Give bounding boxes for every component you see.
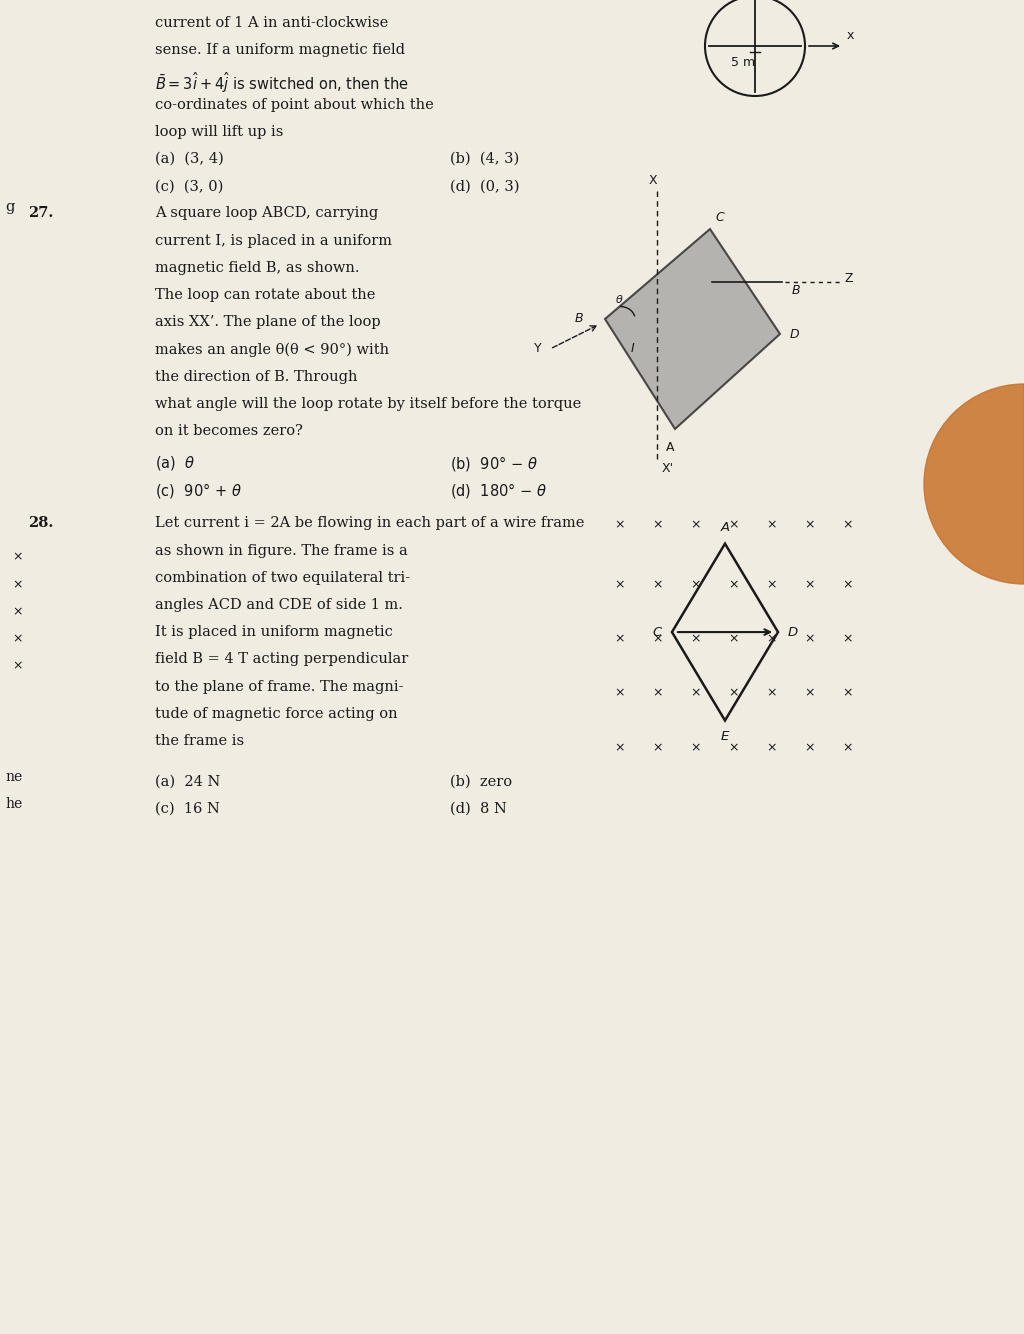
Text: ×: × — [614, 632, 626, 646]
Text: ×: × — [614, 742, 626, 754]
Text: ×: × — [729, 518, 739, 531]
Text: ×: × — [767, 742, 777, 754]
Text: (a)  (3, 4): (a) (3, 4) — [155, 152, 224, 165]
Text: ×: × — [729, 632, 739, 646]
Text: tude of magnetic force acting on: tude of magnetic force acting on — [155, 707, 397, 720]
Text: $\theta$: $\theta$ — [614, 293, 624, 305]
Text: ×: × — [614, 578, 626, 591]
Text: current I, is placed in a uniform: current I, is placed in a uniform — [155, 233, 392, 248]
Text: ×: × — [729, 742, 739, 754]
Text: ×: × — [767, 632, 777, 646]
Text: ×: × — [805, 742, 815, 754]
Text: ×: × — [12, 659, 24, 672]
Text: ×: × — [12, 578, 24, 591]
Text: loop will lift up is: loop will lift up is — [155, 125, 284, 139]
Text: ×: × — [729, 687, 739, 700]
Text: ×: × — [805, 632, 815, 646]
Text: D: D — [790, 328, 800, 340]
Text: ×: × — [652, 742, 664, 754]
Text: ×: × — [843, 518, 853, 531]
Text: as shown in figure. The frame is a: as shown in figure. The frame is a — [155, 544, 408, 558]
Text: combination of two equilateral tri-: combination of two equilateral tri- — [155, 571, 411, 584]
Wedge shape — [924, 384, 1024, 584]
Text: axis XX’. The plane of the loop: axis XX’. The plane of the loop — [155, 315, 381, 329]
Text: (c)  (3, 0): (c) (3, 0) — [155, 179, 223, 193]
Text: field B = 4 T acting perpendicular: field B = 4 T acting perpendicular — [155, 652, 409, 667]
Polygon shape — [605, 229, 780, 430]
Text: co-ordinates of point about which the: co-ordinates of point about which the — [155, 97, 434, 112]
Text: ×: × — [12, 606, 24, 618]
Text: ne: ne — [5, 770, 23, 784]
Text: the frame is: the frame is — [155, 734, 244, 748]
Text: A square loop ABCD, carrying: A square loop ABCD, carrying — [155, 207, 378, 220]
Text: ×: × — [767, 687, 777, 700]
Text: makes an angle θ(θ < 90°) with: makes an angle θ(θ < 90°) with — [155, 343, 389, 356]
Text: (b)  90° $-$ $\theta$: (b) 90° $-$ $\theta$ — [450, 454, 539, 474]
Text: ×: × — [729, 578, 739, 591]
Text: B: B — [792, 284, 801, 297]
Text: the direction of B. Through: the direction of B. Through — [155, 370, 357, 384]
Text: to the plane of frame. The magni-: to the plane of frame. The magni- — [155, 680, 403, 694]
Text: sense. If a uniform magnetic field: sense. If a uniform magnetic field — [155, 43, 406, 57]
Text: D: D — [788, 626, 799, 639]
Text: ×: × — [652, 578, 664, 591]
Text: ×: × — [652, 518, 664, 531]
Text: he: he — [5, 798, 23, 811]
Text: (d)  180° $-$ $\theta$: (d) 180° $-$ $\theta$ — [450, 482, 548, 500]
Text: ×: × — [691, 578, 701, 591]
Text: ×: × — [691, 742, 701, 754]
Text: ×: × — [805, 518, 815, 531]
Text: ×: × — [691, 632, 701, 646]
Text: ×: × — [652, 632, 664, 646]
Text: I: I — [631, 343, 635, 355]
Text: ×: × — [767, 518, 777, 531]
Text: Y: Y — [535, 343, 542, 355]
Text: what angle will the loop rotate by itself before the torque: what angle will the loop rotate by itsel… — [155, 396, 582, 411]
Text: (c)  90° $+$ $\theta$: (c) 90° $+$ $\theta$ — [155, 482, 242, 500]
Text: g: g — [5, 200, 14, 213]
Text: ×: × — [843, 632, 853, 646]
Text: 28.: 28. — [28, 516, 53, 531]
Text: ×: × — [12, 632, 24, 646]
Text: 27.: 27. — [28, 207, 53, 220]
Text: ×: × — [691, 518, 701, 531]
Text: The loop can rotate about the: The loop can rotate about the — [155, 288, 376, 301]
Text: It is placed in uniform magnetic: It is placed in uniform magnetic — [155, 626, 393, 639]
Text: ×: × — [12, 551, 24, 564]
Text: A: A — [721, 520, 729, 534]
Text: on it becomes zero?: on it becomes zero? — [155, 424, 303, 438]
Text: A: A — [666, 442, 674, 454]
Text: B: B — [574, 312, 583, 325]
Text: (d)  8 N: (d) 8 N — [450, 802, 507, 816]
Text: current of 1 A in anti-clockwise: current of 1 A in anti-clockwise — [155, 16, 388, 29]
Text: C: C — [715, 211, 724, 224]
Text: (a)  24 N: (a) 24 N — [155, 775, 220, 788]
Text: x: x — [847, 29, 854, 41]
Text: (b)  zero: (b) zero — [450, 775, 512, 788]
Text: (d)  (0, 3): (d) (0, 3) — [450, 179, 519, 193]
Text: X': X' — [662, 462, 674, 475]
Text: E: E — [721, 731, 729, 743]
Text: angles ACD and CDE of side 1 m.: angles ACD and CDE of side 1 m. — [155, 598, 402, 612]
Text: 5 m: 5 m — [731, 56, 755, 69]
Text: ×: × — [843, 742, 853, 754]
Text: ×: × — [843, 578, 853, 591]
Text: ×: × — [691, 687, 701, 700]
Text: Z: Z — [845, 272, 853, 285]
Text: ×: × — [843, 687, 853, 700]
Text: magnetic field B, as shown.: magnetic field B, as shown. — [155, 261, 359, 275]
Text: ×: × — [614, 518, 626, 531]
Text: (c)  16 N: (c) 16 N — [155, 802, 220, 816]
Text: (b)  (4, 3): (b) (4, 3) — [450, 152, 519, 165]
Text: C: C — [652, 626, 662, 639]
Text: ×: × — [614, 687, 626, 700]
Text: ×: × — [767, 578, 777, 591]
Text: Let current i = 2A be flowing in each part of a wire frame: Let current i = 2A be flowing in each pa… — [155, 516, 585, 531]
Text: $\bar{B}=3\hat{i}+4\hat{j}$ is switched on, then the: $\bar{B}=3\hat{i}+4\hat{j}$ is switched … — [155, 71, 409, 95]
Text: ×: × — [652, 687, 664, 700]
Text: (a)  $\theta$: (a) $\theta$ — [155, 454, 196, 472]
Text: ×: × — [805, 578, 815, 591]
Text: X: X — [648, 173, 656, 187]
Text: ×: × — [805, 687, 815, 700]
